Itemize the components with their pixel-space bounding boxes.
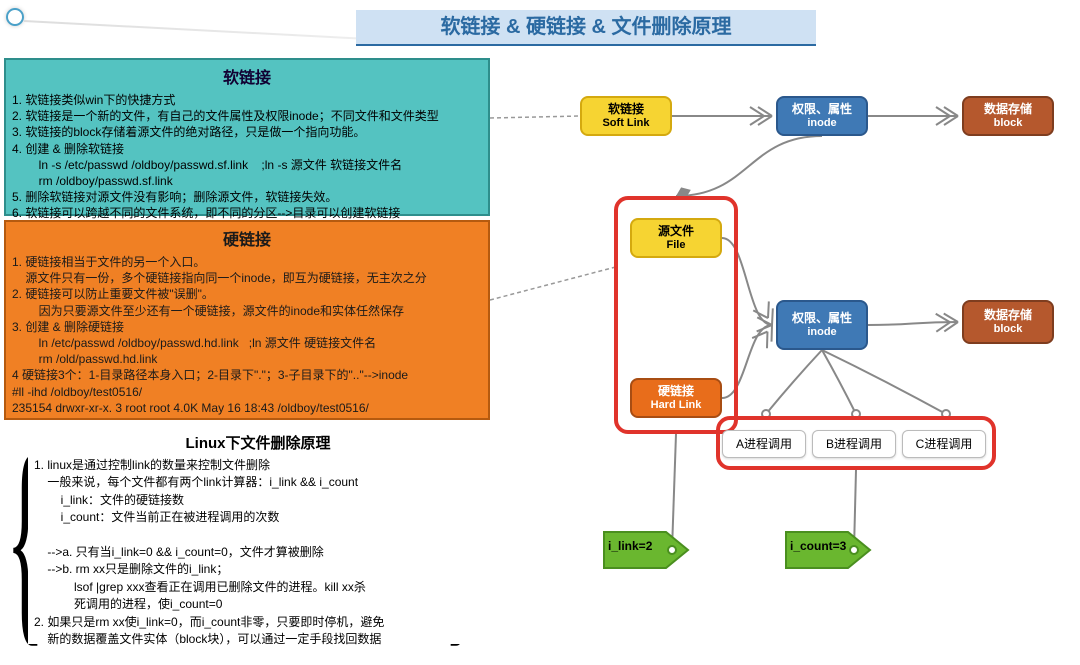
node-inode1: 权限、属性inode [776,96,868,136]
softlink-body: 1. 软链接类似win下的快捷方式 2. 软链接是一个新的文件，有自己的文件属性… [6,90,488,228]
softlink-header: 软链接 [6,60,488,90]
node-hardlink: 硬链接Hard Link [630,378,722,418]
delete-box: Linux下文件删除原理 1. linux是通过控制link的数量来控制文件删除… [28,428,488,644]
softlink-box: 软链接 1. 软链接类似win下的快捷方式 2. 软链接是一个新的文件，有自己的… [4,58,490,216]
hardlink-header: 硬链接 [6,222,488,252]
tag-icount: i_count=3 [784,530,874,568]
hardlink-body: 1. 硬链接相当于文件的另一个入口。 源文件只有一份，多个硬链接指向同一个ino… [6,252,488,422]
corner-dot [6,8,24,26]
delete-header: Linux下文件删除原理 [28,428,488,455]
proc-2: C进程调用 [902,430,986,458]
proc-1: B进程调用 [812,430,896,458]
page-title: 软链接 & 硬链接 & 文件删除原理 [356,10,816,46]
delete-body: 1. linux是通过控制link的数量来控制文件删除 一般来说，每个文件都有两… [28,455,488,654]
corner-line [24,20,364,40]
node-block1: 数据存储block [962,96,1054,136]
node-softlink: 软链接Soft Link [580,96,672,136]
node-block2: 数据存储block [962,300,1054,344]
node-inode2: 权限、属性inode [776,300,868,350]
hardlink-box: 硬链接 1. 硬链接相当于文件的另一个入口。 源文件只有一份，多个硬链接指向同一… [4,220,490,420]
proc-0: A进程调用 [722,430,806,458]
node-file: 源文件File [630,218,722,258]
tag-ilink: i_link=2 [602,530,692,568]
